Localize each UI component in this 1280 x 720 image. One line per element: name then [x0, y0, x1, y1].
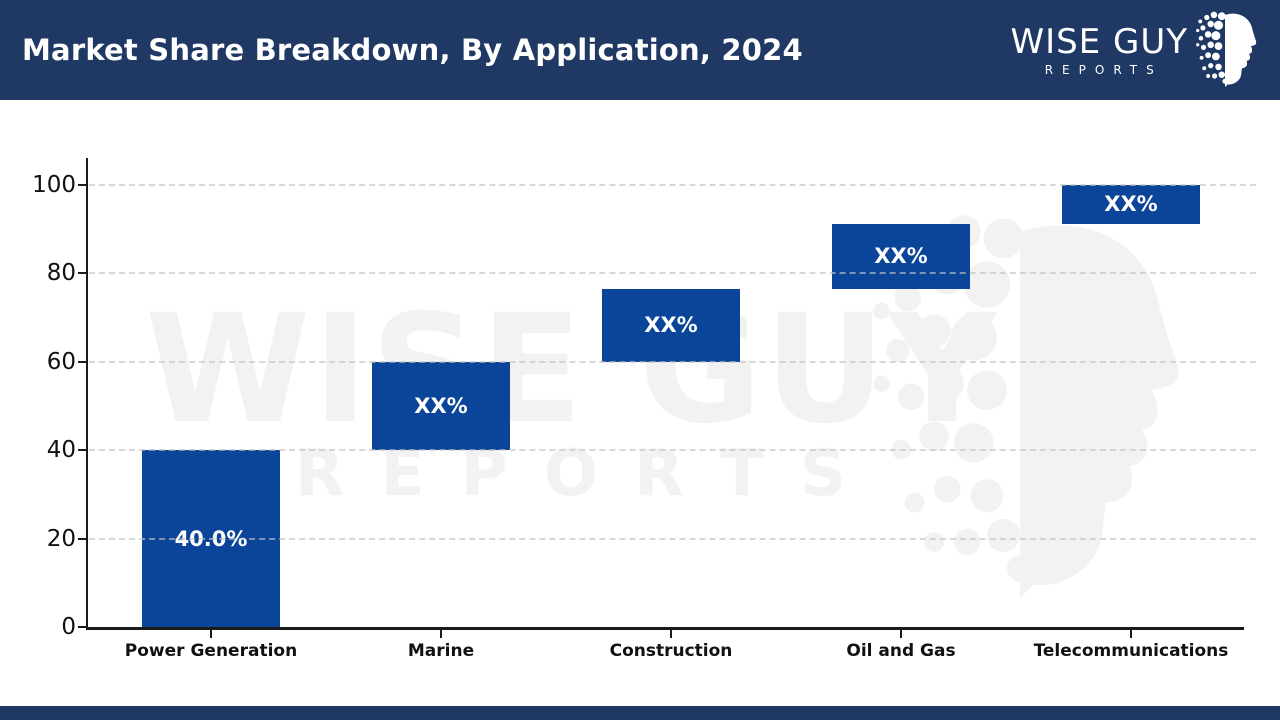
watermark-wordmark: WISE GUY [145, 283, 999, 457]
wise-guy-reports-logo: WISE GUY REPORTS [1010, 11, 1258, 89]
bar-value-label: XX% [1104, 192, 1158, 217]
x-axis-category-label: Marine [407, 641, 475, 661]
gridline [89, 184, 1256, 186]
x-axis-category-label: Power Generation [124, 641, 298, 661]
logo-subtitle: REPORTS [1044, 62, 1163, 77]
y-axis-line [86, 158, 88, 629]
y-axis-tick [78, 184, 86, 186]
x-axis-category-label: Telecommunications [1033, 641, 1229, 661]
x-axis-category-label: Construction [609, 641, 733, 661]
dotted-face-logo-icon [1196, 11, 1257, 88]
bar-marine: XX% [372, 361, 510, 451]
y-axis-tick [78, 626, 86, 628]
x-axis-tick [1130, 630, 1132, 638]
footer-band [0, 706, 1280, 720]
x-axis-tick [670, 630, 672, 638]
x-axis-line [86, 627, 1244, 630]
y-axis-tick-label: 0 [61, 614, 76, 640]
y-axis-tick [78, 272, 86, 275]
gridline [89, 449, 1256, 452]
x-axis-tick [440, 630, 442, 638]
logo-wordmark: WISE GUY [1010, 21, 1188, 62]
page-title: Market Share Breakdown, By Application, … [22, 33, 803, 67]
bar-telecommunications: XX% [1062, 185, 1200, 224]
x-axis-tick [210, 630, 212, 638]
bar-value-label: XX% [414, 393, 468, 418]
header-band: Market Share Breakdown, By Application, … [0, 0, 1280, 100]
y-axis-tick [78, 537, 86, 540]
logo-text: WISE GUY REPORTS [1010, 25, 1188, 76]
y-axis-tick-label: 80 [46, 260, 76, 287]
y-axis-tick-label: 40 [46, 437, 76, 464]
y-axis-tick-label: 100 [32, 172, 76, 198]
y-axis-tick [78, 360, 86, 363]
bar-oil-and-gas: XX% [832, 223, 970, 289]
y-axis-tick [78, 449, 86, 452]
bar-value-label: XX% [874, 244, 928, 269]
y-axis-tick-label: 20 [46, 525, 76, 552]
bar-construction: XX% [602, 288, 740, 362]
x-axis-tick [900, 630, 902, 638]
x-axis-category-label: Oil and Gas [846, 641, 956, 661]
gridline [89, 360, 1256, 363]
gridline [89, 272, 1256, 275]
y-axis-tick-label: 60 [46, 348, 76, 375]
bar-value-label: XX% [644, 313, 698, 338]
gridline [89, 537, 1256, 540]
